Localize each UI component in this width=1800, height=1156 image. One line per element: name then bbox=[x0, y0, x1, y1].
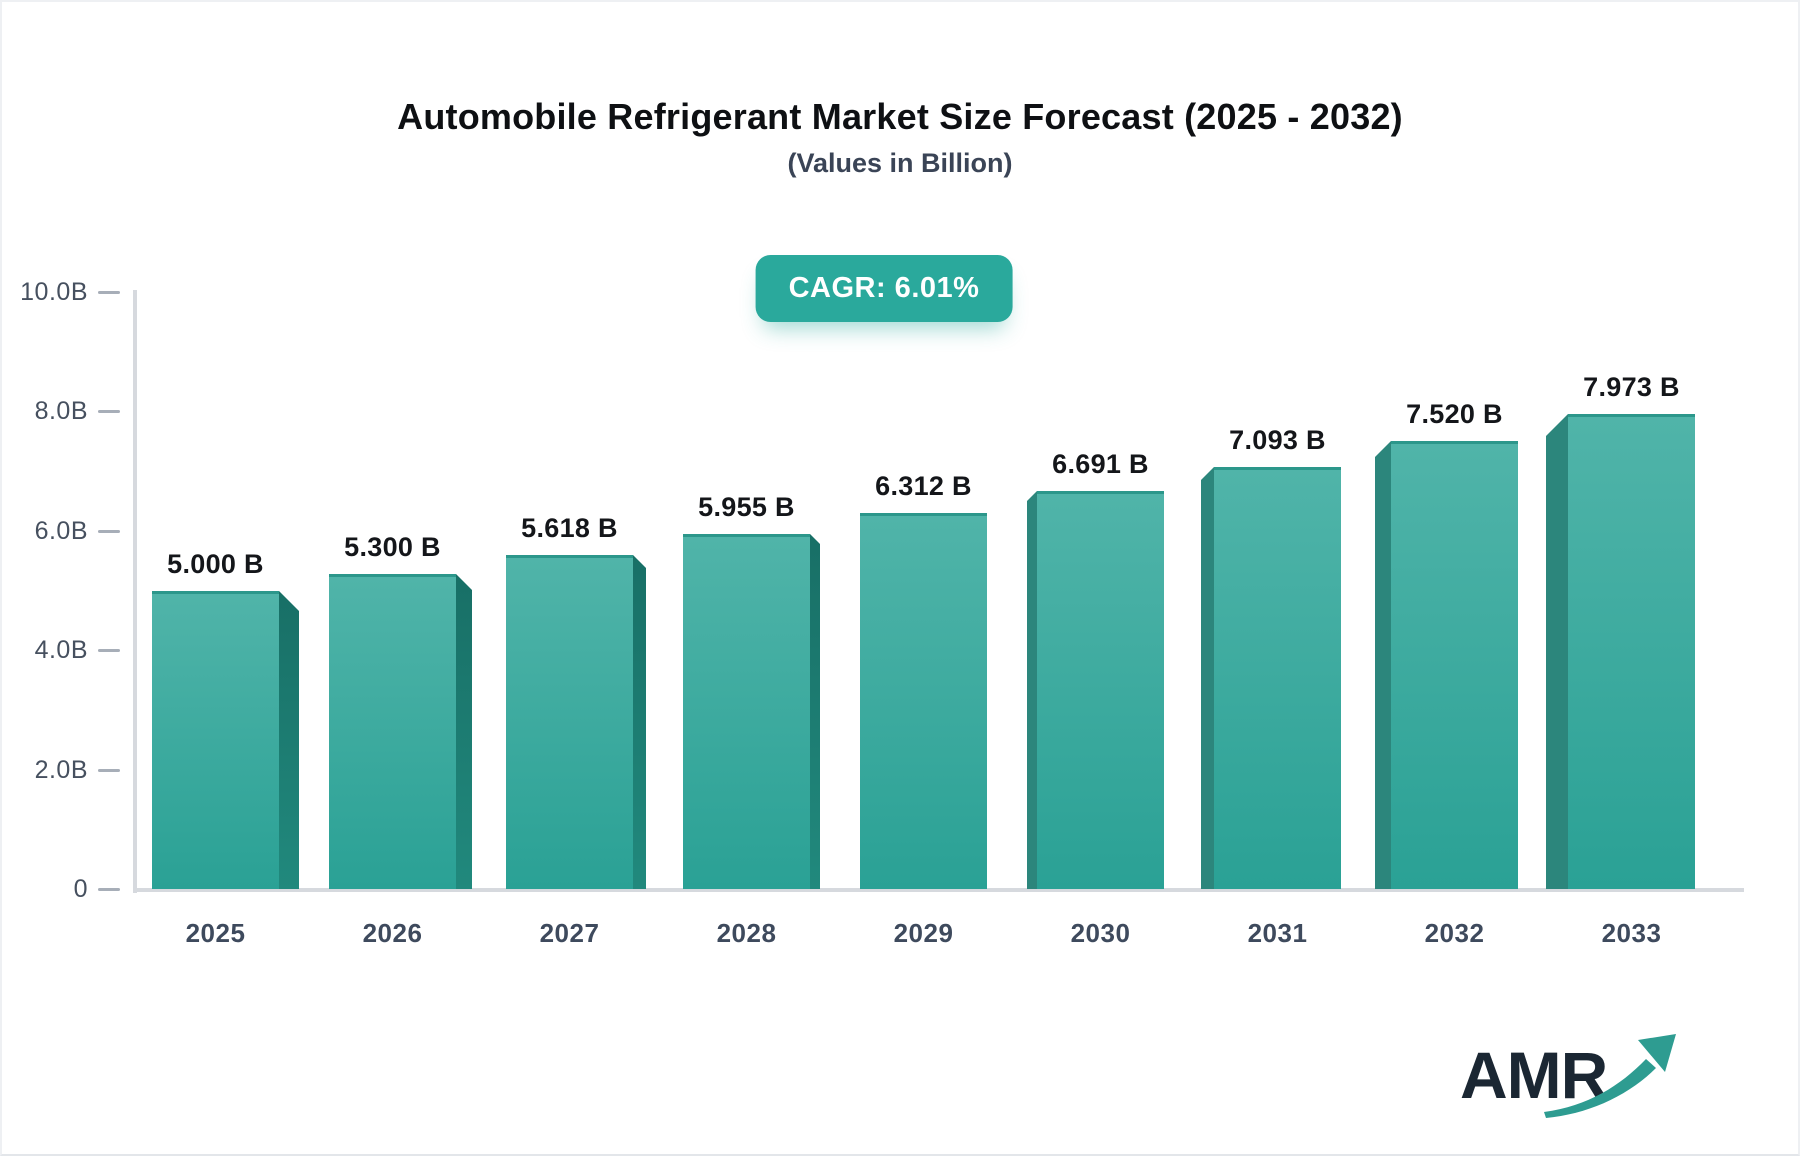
bar-face bbox=[1214, 467, 1341, 889]
bar-bevel bbox=[456, 574, 472, 889]
x-category-label: 2031 bbox=[1247, 918, 1308, 948]
bar-face bbox=[683, 534, 810, 889]
bar-value-label: 7.973 B bbox=[1583, 372, 1680, 402]
bar-face bbox=[1568, 414, 1695, 889]
y-tick-dash bbox=[98, 291, 120, 294]
bar-bevel bbox=[810, 534, 820, 889]
chart-title: Automobile Refrigerant Market Size Forec… bbox=[397, 96, 1403, 137]
x-category-label: 2033 bbox=[1601, 918, 1662, 948]
bar-bevel bbox=[633, 555, 646, 889]
cagr-badge-label: CAGR: 6.01% bbox=[788, 272, 980, 304]
y-tick-dash bbox=[98, 768, 120, 772]
amr-logo-text: AMR bbox=[1460, 1038, 1608, 1112]
y-tick-label: 4.0B bbox=[34, 636, 88, 665]
bar-value-label: 7.520 B bbox=[1406, 399, 1503, 429]
chart-subtitle: (Values in Billion) bbox=[787, 148, 1013, 178]
x-category-label: 2032 bbox=[1424, 918, 1485, 948]
y-tick-label: 10.0B bbox=[20, 278, 88, 306]
bar-bevel bbox=[1201, 467, 1214, 889]
bar-value-label: 6.312 B bbox=[875, 471, 972, 501]
bar-value-label: 7.093 B bbox=[1229, 425, 1326, 455]
cagr-badge: CAGR: 6.01% bbox=[755, 255, 1013, 322]
y-tick-dash bbox=[98, 888, 120, 891]
y-tick-label: 0 bbox=[73, 875, 88, 903]
bar-face bbox=[152, 591, 279, 889]
growth-arrow-icon bbox=[1544, 1059, 1656, 1118]
x-category-label: 2025 bbox=[185, 918, 246, 948]
x-axis-line bbox=[133, 888, 1744, 892]
bar-face bbox=[1391, 441, 1518, 889]
y-tick-dash bbox=[98, 410, 120, 414]
y-tick-label: 8.0B bbox=[34, 397, 88, 426]
y-tick-dash bbox=[98, 649, 120, 653]
bar-face bbox=[1037, 491, 1164, 889]
bar-value-label: 5.955 B bbox=[698, 492, 795, 522]
bar-face bbox=[860, 513, 987, 889]
bar-value-label: 5.300 B bbox=[344, 532, 441, 562]
bar-face bbox=[506, 555, 633, 889]
bar-bevel bbox=[1027, 491, 1037, 889]
growth-arrow-head-icon bbox=[1638, 1034, 1676, 1072]
bar-bevel bbox=[279, 591, 299, 889]
y-tick-label: 6.0B bbox=[34, 516, 88, 545]
bar-bevel bbox=[1546, 414, 1568, 889]
bar-value-label: 5.618 B bbox=[521, 513, 618, 543]
bar-bevel bbox=[1375, 441, 1391, 889]
x-category-label: 2027 bbox=[539, 918, 600, 948]
bar-value-label: 5.000 B bbox=[167, 549, 264, 579]
bar-face bbox=[329, 574, 456, 889]
amr-logo-graphic: AMR bbox=[1460, 1034, 1676, 1118]
x-category-label: 2028 bbox=[716, 918, 777, 948]
y-axis-line bbox=[133, 290, 137, 893]
x-category-label: 2030 bbox=[1070, 918, 1131, 948]
y-tick-dash bbox=[98, 529, 120, 533]
x-category-label: 2029 bbox=[893, 918, 954, 948]
amr-logo: AMR bbox=[1460, 1024, 1710, 1134]
bar-value-label: 6.691 B bbox=[1052, 449, 1149, 479]
x-category-label: 2026 bbox=[362, 918, 423, 948]
y-tick-label: 2.0B bbox=[34, 755, 88, 784]
